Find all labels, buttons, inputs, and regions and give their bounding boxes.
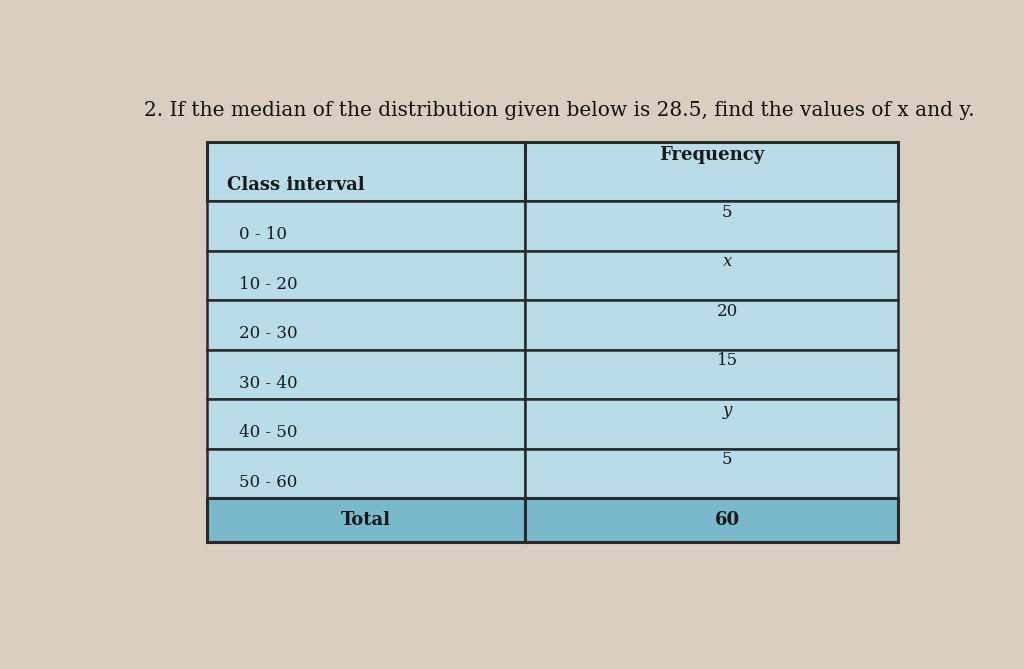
Text: 2. If the median of the distribution given below is 28.5, find the values of x a: 2. If the median of the distribution giv… [143,101,975,120]
FancyBboxPatch shape [207,449,525,498]
FancyBboxPatch shape [525,449,898,498]
Text: 15: 15 [717,352,738,369]
FancyBboxPatch shape [207,142,525,201]
Text: 0 - 10: 0 - 10 [240,227,287,244]
FancyBboxPatch shape [207,300,525,350]
Text: 5: 5 [722,451,732,468]
Text: 20: 20 [717,302,738,320]
Text: 10 - 20: 10 - 20 [240,276,298,293]
Text: 50 - 60: 50 - 60 [240,474,298,491]
Text: Class interval: Class interval [227,176,365,194]
FancyBboxPatch shape [207,350,525,399]
FancyBboxPatch shape [207,201,525,251]
Text: y: y [723,401,732,419]
FancyBboxPatch shape [525,142,898,201]
FancyBboxPatch shape [525,300,898,350]
FancyBboxPatch shape [525,201,898,251]
FancyBboxPatch shape [525,350,898,399]
Text: 30 - 40: 30 - 40 [240,375,298,392]
Text: x: x [723,253,732,270]
Text: Frequency: Frequency [658,146,764,164]
Text: 40 - 50: 40 - 50 [240,424,298,442]
FancyBboxPatch shape [207,498,525,542]
FancyBboxPatch shape [207,251,525,300]
Text: Total: Total [341,511,391,529]
Text: 5: 5 [722,204,732,221]
FancyBboxPatch shape [207,399,525,449]
FancyBboxPatch shape [525,498,898,542]
Text: 60: 60 [715,511,739,529]
FancyBboxPatch shape [525,399,898,449]
FancyBboxPatch shape [525,251,898,300]
Text: 20 - 30: 20 - 30 [240,325,298,343]
